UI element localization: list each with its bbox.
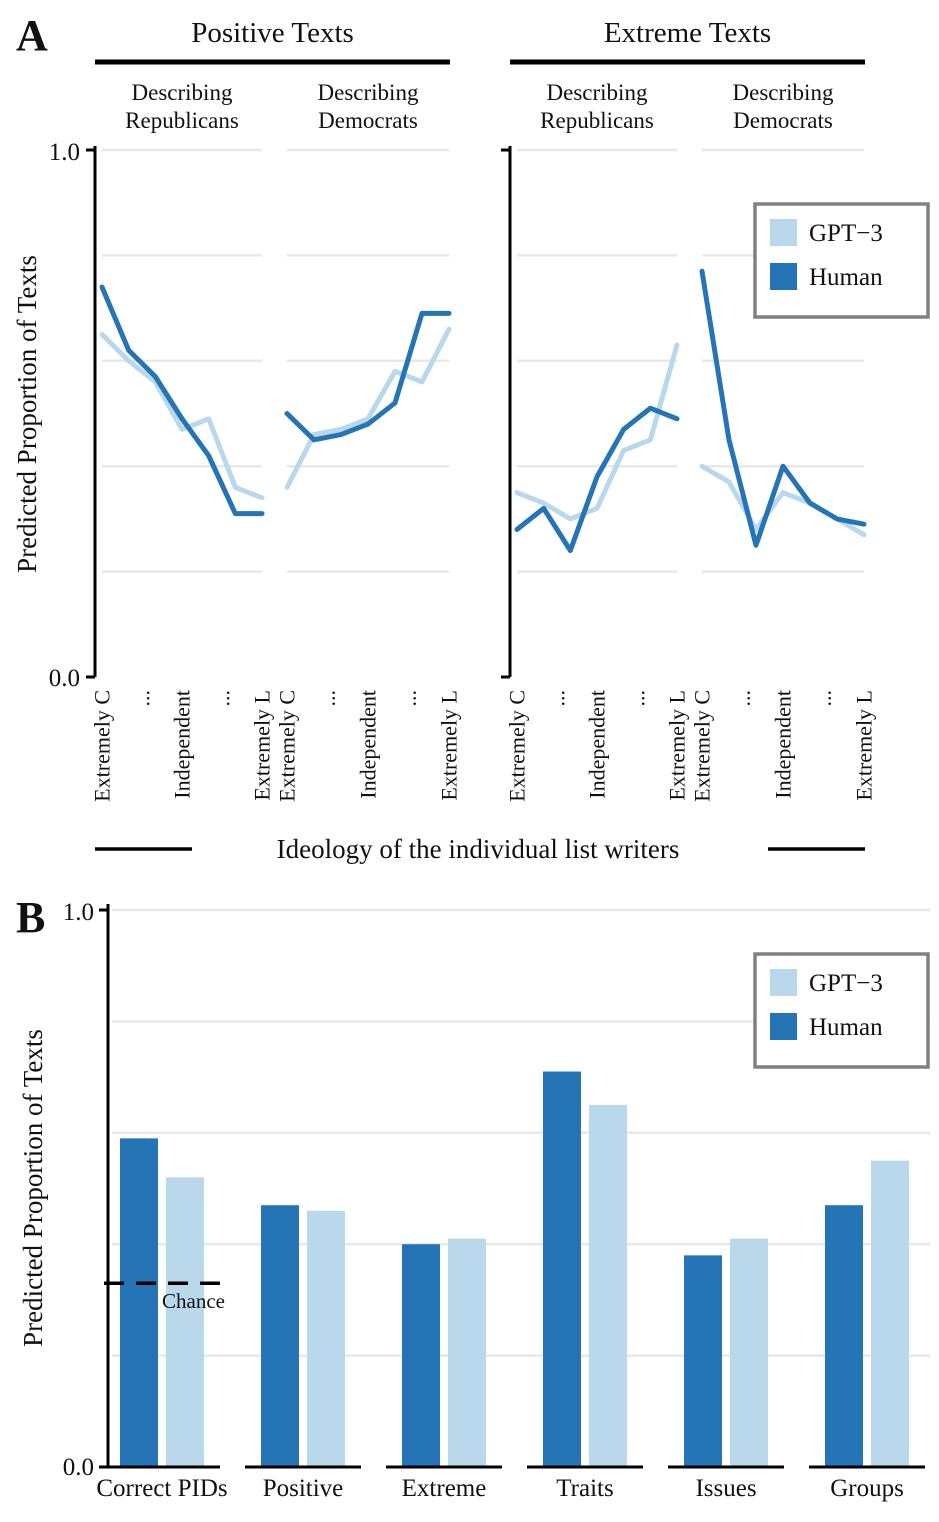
legend-panel-b: GPT−3 Human	[753, 952, 930, 1069]
subpanel-subtitle: Describing	[733, 80, 834, 105]
panel-b-ytick-bottom: 0.0	[63, 1454, 94, 1481]
legend-label-human: Human	[809, 264, 883, 291]
category-label: Issues	[695, 1475, 756, 1502]
legend-swatch-gpt3	[770, 969, 797, 996]
x-tick-label: ...	[811, 690, 836, 707]
group-title: Positive Texts	[191, 17, 354, 49]
x-tick-label: ...	[130, 690, 155, 707]
panel-a-x-axis-label: Ideology of the individual list writers	[277, 834, 680, 864]
subpanel-subtitle: Republicans	[125, 108, 239, 133]
x-tick-label: Independent	[771, 690, 796, 799]
x-tick-label: Extremely L	[665, 690, 690, 801]
x-tick-label: Extremely L	[437, 690, 462, 801]
x-tick-label: ...	[625, 690, 650, 707]
category-label: Groups	[830, 1475, 904, 1502]
category-label: Correct PIDs	[96, 1475, 227, 1502]
panel-b-label: B	[16, 893, 45, 942]
legend-label-gpt3: GPT−3	[809, 970, 883, 997]
bar-gpt3	[448, 1238, 486, 1467]
series-line-gpt3	[699, 463, 867, 538]
legend-swatch-human	[770, 1013, 797, 1040]
x-tick-label: ...	[210, 690, 235, 707]
bar-human	[120, 1138, 158, 1467]
x-tick-label: Extremely C	[690, 690, 715, 802]
category-label: Extreme	[402, 1475, 487, 1502]
x-tick-label: Independent	[170, 690, 195, 799]
series-line-human	[699, 268, 867, 548]
panel-b-generated: Correct PIDs Positive Extreme Traits Issues G…	[96, 904, 930, 1502]
bar-gpt3	[166, 1177, 204, 1467]
x-tick-label: Extremely C	[505, 690, 530, 802]
series-line-human	[284, 310, 452, 443]
x-tick-label: ...	[545, 690, 570, 707]
bar-human	[684, 1255, 722, 1467]
panel-a-y-axis-label: Predicted Proportion of Texts	[12, 255, 42, 573]
subpanel-subtitle: Describing	[547, 80, 648, 105]
x-tick-label: Extremely C	[90, 690, 115, 802]
group-title: Extreme Texts	[604, 17, 771, 49]
series-line-gpt3	[284, 326, 452, 490]
subpanel-subtitle: Describing	[132, 80, 233, 105]
x-tick-label: Independent	[356, 690, 381, 799]
panel-a-ytick-top: 1.0	[49, 139, 80, 166]
subpanel-subtitle: Describing	[318, 80, 419, 105]
series-line-human	[514, 405, 680, 554]
x-tick-label: Extremely L	[852, 690, 877, 801]
panel-b-ytick-top: 1.0	[63, 899, 94, 926]
panel-a-ytick-bottom: 0.0	[49, 665, 80, 692]
category-label: Traits	[556, 1475, 613, 1502]
x-tick-label: Extremely L	[250, 690, 275, 801]
series-line-gpt3	[99, 331, 265, 501]
bar-human	[825, 1205, 863, 1467]
x-tick-label: ...	[730, 690, 755, 707]
bar-gpt3	[589, 1104, 627, 1467]
bar-human	[402, 1244, 440, 1467]
panel-b-y-axis-label: Predicted Proportion of Texts	[18, 1029, 48, 1347]
bar-human	[261, 1205, 299, 1467]
category-label: Positive	[263, 1475, 344, 1502]
bar-human	[543, 1071, 581, 1467]
x-tick-label: Extremely C	[275, 690, 300, 802]
series-line-gpt3	[514, 342, 680, 522]
legend-swatch-gpt3	[770, 219, 797, 246]
series-line-human	[99, 284, 265, 517]
subpanel-subtitle: Republicans	[540, 108, 654, 133]
subpanel-subtitle: Democrats	[733, 108, 833, 133]
x-tick-label: Independent	[585, 690, 610, 799]
legend-label-gpt3: GPT−3	[809, 220, 883, 247]
panel-a-generated: Positive Texts Describing Republicans Extre…	[86, 17, 877, 802]
bar-gpt3	[730, 1238, 768, 1467]
subpanel-subtitle: Democrats	[318, 108, 418, 133]
legend-swatch-human	[770, 263, 797, 290]
x-tick-label: ...	[315, 690, 340, 707]
bar-gpt3	[871, 1160, 909, 1467]
x-tick-label: ...	[396, 690, 421, 707]
panel-a-label: A	[16, 11, 48, 60]
bar-gpt3	[307, 1210, 345, 1467]
legend-label-human: Human	[809, 1014, 883, 1041]
chance-label: Chance	[162, 1289, 225, 1313]
legend-panel-a: GPT−3 Human	[753, 202, 930, 319]
